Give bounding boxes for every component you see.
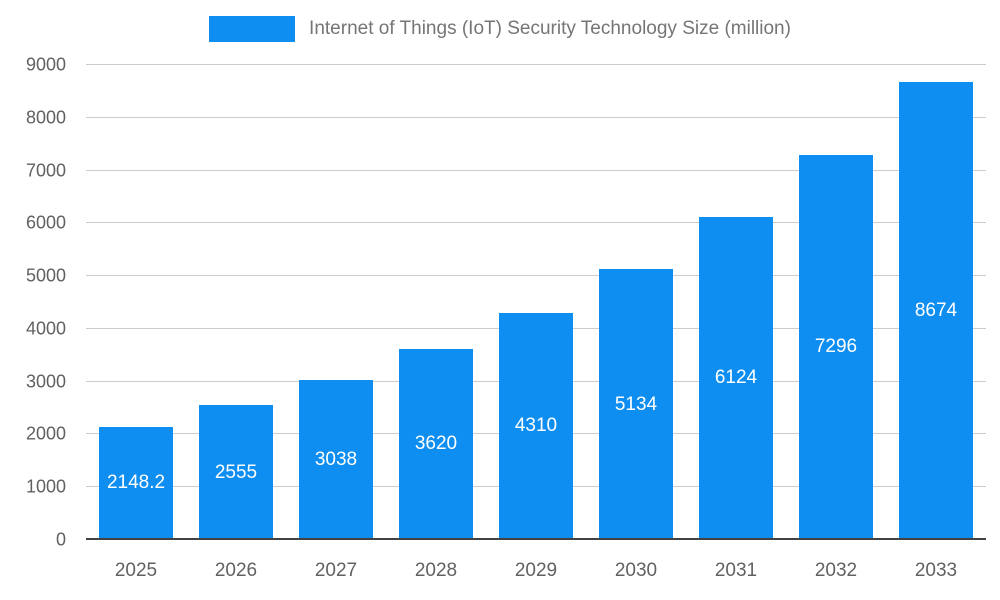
y-tick-label: 8000 — [25, 107, 66, 128]
x-tick-label: 2031 — [714, 560, 758, 581]
bar-value-label: 8674 — [914, 300, 958, 322]
y-tick-label: 9000 — [25, 54, 66, 75]
x-tick-label: 2025 — [114, 560, 158, 581]
x-tick-label: 2033 — [914, 560, 958, 581]
bar-value-label: 3038 — [314, 448, 358, 470]
x-tick-label: 2028 — [414, 560, 458, 581]
y-tick-label: 4000 — [25, 318, 66, 339]
y-tick-label: 6000 — [25, 212, 66, 233]
bar-2033[interactable]: 8674 — [899, 82, 973, 540]
gridline — [86, 538, 986, 540]
x-tick-label: 2030 — [614, 560, 658, 581]
y-tick-label: 1000 — [25, 476, 66, 497]
x-axis: 2025 2026 2027 2028 2029 2030 2031 2032 2033 — [86, 542, 986, 592]
gridline — [86, 222, 986, 224]
gridline — [86, 116, 986, 118]
y-axis: 0 1000 2000 3000 4000 5000 6000 7000 8000 9000 — [0, 55, 76, 550]
bar-2025[interactable]: 2148.2 — [99, 426, 173, 540]
y-tick-label: 5000 — [25, 265, 66, 286]
gridline — [86, 169, 986, 171]
gridline — [86, 64, 986, 65]
bar-series: 2148.2 2555 3038 3620 4310 5134 6124 7296 8674 — [86, 65, 986, 540]
bar-value-label: 2148.2 — [106, 472, 166, 494]
y-tick-label: 3000 — [25, 371, 66, 392]
legend-label: Internet of Things (IoT) Security Techno… — [309, 18, 791, 39]
bar-2030[interactable]: 5134 — [599, 269, 673, 540]
plot-area: 2148.2 2555 3038 3620 4310 5134 6124 7296 8674 — [86, 64, 986, 540]
chart-legend: Internet of Things (IoT) Security Techno… — [0, 16, 1000, 42]
bar-value-label: 5134 — [614, 393, 658, 415]
bar-column-2032: 7296 — [786, 65, 886, 540]
bar-2032[interactable]: 7296 — [799, 154, 873, 540]
bar-2027[interactable]: 3038 — [299, 379, 373, 540]
bar-column-2028: 3620 — [386, 65, 486, 540]
y-tick-label: 0 — [55, 529, 66, 550]
bar-column-2030: 5134 — [586, 65, 686, 540]
x-tick-label: 2032 — [814, 560, 858, 581]
y-tick-label: 7000 — [25, 160, 66, 181]
bar-column-2027: 3038 — [286, 65, 386, 540]
gridline — [86, 275, 986, 277]
bar-2026[interactable]: 2555 — [199, 405, 273, 540]
bar-column-2033: 8674 — [886, 65, 986, 540]
bar-2029[interactable]: 4310 — [499, 312, 573, 540]
bar-column-2031: 6124 — [686, 65, 786, 540]
bar-value-label: 3620 — [414, 433, 458, 455]
bar-value-label: 7296 — [814, 336, 858, 358]
bar-value-label: 2555 — [214, 461, 258, 483]
bar-value-label: 6124 — [714, 367, 758, 389]
legend-swatch-icon — [209, 16, 296, 42]
bar-value-label: 4310 — [514, 415, 558, 437]
bar-column-2025: 2148.2 — [86, 65, 186, 540]
bar-column-2026: 2555 — [186, 65, 286, 540]
bar-column-2029: 4310 — [486, 65, 586, 540]
x-tick-label: 2027 — [314, 560, 358, 581]
x-tick-label: 2029 — [514, 560, 558, 581]
bar-2028[interactable]: 3620 — [399, 348, 473, 540]
bar-2031[interactable]: 6124 — [699, 216, 773, 540]
x-tick-label: 2026 — [214, 560, 258, 581]
y-tick-label: 2000 — [25, 423, 66, 444]
